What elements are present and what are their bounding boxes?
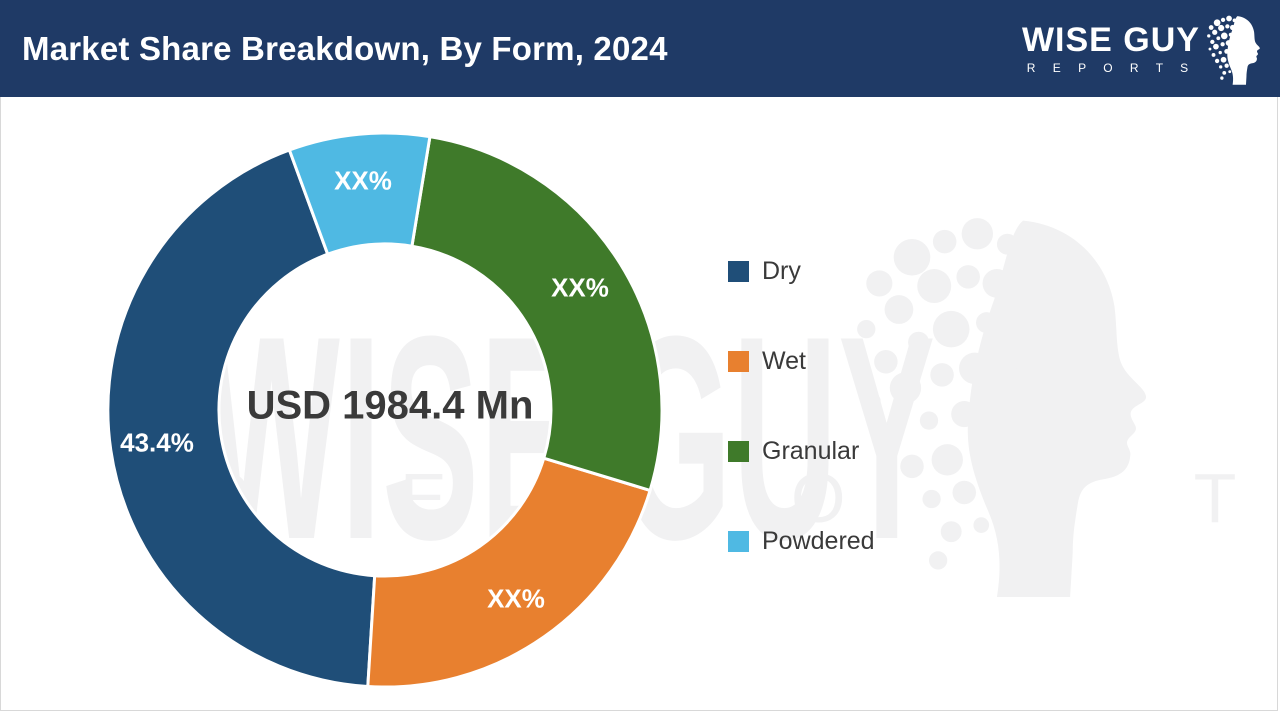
donut-center-value: USD 1984.4 Mn [246,383,534,428]
donut-slice-dry [106,148,377,688]
legend-swatch-wet [728,350,749,372]
legend-item-dry: Dry [728,256,801,286]
wiseguy-head-icon [1207,15,1260,85]
donut-chart [106,131,664,689]
slice-label-wet: XX% [487,583,545,614]
chart-area: WISE GUY R E P O R T S 43.4% XX% XX% XX%… [0,97,1280,720]
legend-swatch-powdered [728,530,749,552]
donut-slice-powdered [287,131,432,256]
logo-sub-text: R E P O R T S [1026,61,1196,75]
logo-brand-text: WISE GUY [1021,21,1200,59]
slice-label-granular: XX% [551,272,609,303]
donut-slice-wet [366,456,652,689]
legend-swatch-granular [728,440,749,462]
legend-item-wet: Wet [728,346,806,376]
slice-label-dry: 43.4% [120,427,194,458]
donut-slice-granular [410,135,664,492]
page-title: Market Share Breakdown, By Form, 2024 [22,29,668,67]
wiseguy-reports-logo: WISE GUY R E P O R T S [1022,11,1266,87]
legend-item-granular: Granular [728,436,859,466]
legend-item-powdered: Powdered [728,526,875,556]
header-bar: Market Share Breakdown, By Form, 2024 WI… [0,0,1280,97]
legend-swatch-dry [728,260,749,282]
slice-label-powdered: XX% [334,165,392,196]
